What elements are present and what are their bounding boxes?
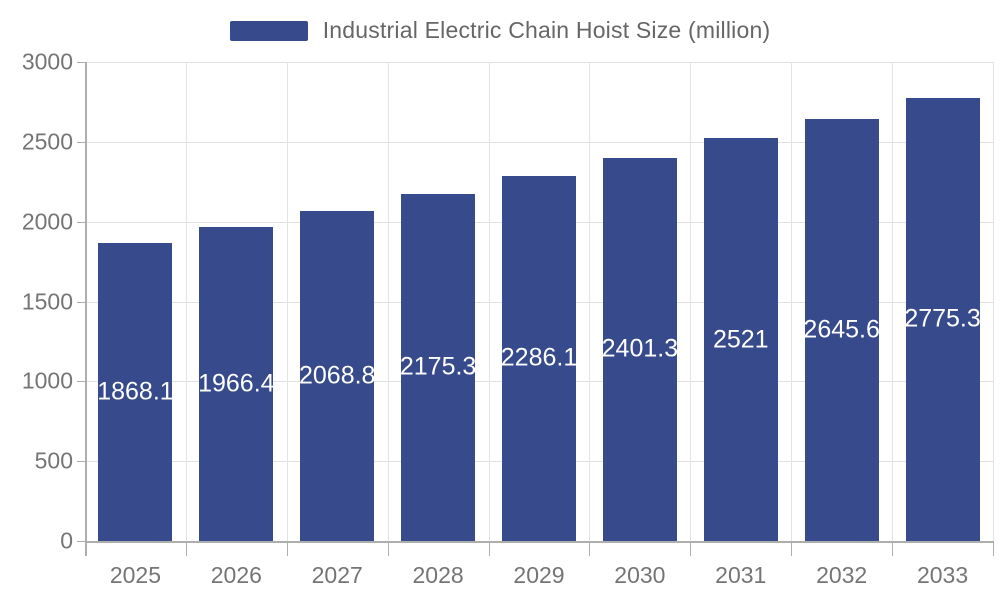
- gridline-vertical: [488, 62, 490, 541]
- gridline-vertical: [690, 62, 692, 541]
- y-axis-tick: [77, 381, 85, 383]
- x-axis-tick-label: 2030: [614, 562, 666, 588]
- gridline-vertical: [791, 62, 793, 541]
- x-axis-tick: [791, 541, 793, 556]
- y-axis-tick: [77, 221, 85, 223]
- bar: [703, 138, 778, 541]
- y-axis-line: [85, 62, 87, 556]
- bar: [300, 210, 375, 541]
- y-axis-tick-label: 1000: [21, 367, 73, 394]
- x-axis-tick-label: 2026: [210, 562, 262, 588]
- y-axis-tick: [77, 141, 85, 143]
- x-axis-tick-label: 2028: [412, 562, 464, 588]
- x-axis-tick-label: 2029: [513, 562, 565, 588]
- bar: [401, 193, 476, 541]
- bar: [602, 157, 677, 541]
- bar: [502, 175, 576, 541]
- x-axis-tick: [286, 541, 288, 556]
- bar: [804, 118, 879, 541]
- x-axis-tick-label: 2031: [715, 562, 767, 588]
- y-axis-tick-label: 0: [60, 527, 73, 554]
- bar-value-label: 2645.6: [803, 315, 880, 344]
- x-axis-tick: [185, 541, 187, 556]
- gridline-vertical: [387, 62, 389, 541]
- bar-value-label: 1966.4: [198, 369, 275, 398]
- gridline-vertical: [892, 62, 894, 541]
- y-axis-tick: [77, 62, 85, 63]
- gridline-horizontal: [85, 141, 993, 143]
- x-axis-tick-label: 2025: [109, 562, 162, 588]
- x-axis-tick: [589, 541, 591, 556]
- bar: [98, 242, 173, 541]
- y-axis-tick-label: 2500: [21, 128, 73, 155]
- x-axis-tick: [993, 541, 994, 556]
- bar-value-label: 2775.3: [904, 304, 981, 333]
- y-axis-tick: [77, 301, 85, 303]
- bar-value-label: 2068.8: [298, 361, 376, 390]
- x-axis-tick-label: 2032: [816, 562, 868, 588]
- bar-value-label: 2521: [712, 325, 769, 354]
- gridline-vertical: [993, 62, 994, 541]
- gridline-vertical: [185, 62, 187, 541]
- bar-value-label: 2175.3: [399, 352, 477, 381]
- bar-value-label: 2401.3: [601, 334, 679, 363]
- x-axis-tick: [387, 541, 389, 556]
- y-axis-tick: [77, 541, 85, 542]
- y-axis-tick-label: 500: [34, 447, 73, 474]
- x-axis-tick: [892, 541, 894, 556]
- x-axis-tick-label: 2033: [916, 562, 969, 588]
- y-axis-tick: [77, 461, 85, 463]
- y-axis-tick-label: 3000: [21, 48, 73, 75]
- x-axis-tick-label: 2027: [311, 562, 363, 588]
- gridline-horizontal: [85, 62, 993, 63]
- legend-label: Industrial Electric Chain Hoist Size (mi…: [322, 17, 771, 43]
- bar-value-label: 1868.1: [97, 377, 174, 406]
- x-axis-tick: [690, 541, 692, 556]
- bar: [905, 97, 980, 541]
- legend: Industrial Electric Chain Hoist Size (mi…: [0, 17, 1000, 44]
- legend-swatch: [229, 20, 308, 41]
- y-axis-tick-label: 1500: [21, 288, 73, 314]
- x-axis-line: [85, 541, 993, 543]
- gridline-vertical: [589, 62, 591, 541]
- y-axis-tick-label: 2000: [21, 208, 73, 235]
- x-axis-tick: [488, 541, 490, 556]
- gridline-vertical: [286, 62, 288, 541]
- bar-value-label: 2286.1: [500, 343, 578, 372]
- bar: [199, 227, 274, 541]
